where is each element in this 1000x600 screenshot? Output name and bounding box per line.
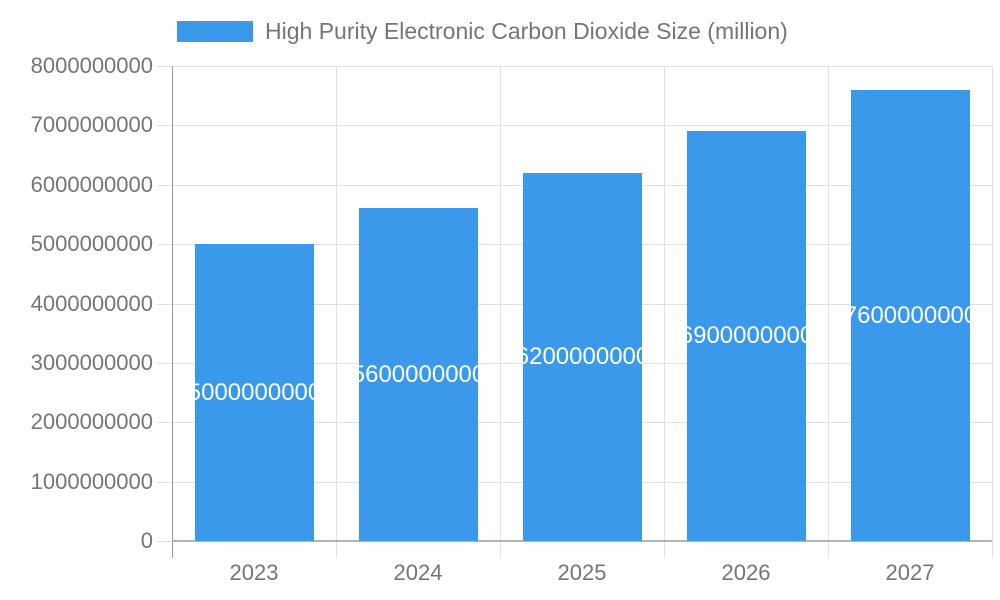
x-axis-category-label: 2023 — [229, 560, 279, 585]
gridline-vertical — [828, 66, 829, 541]
x-axis-tick — [500, 541, 501, 558]
gridline-vertical — [664, 66, 665, 541]
x-axis-category-label: 2026 — [721, 560, 771, 585]
y-axis-tick-label: 6000000000 — [30, 172, 153, 197]
x-axis-category-label: 2027 — [885, 560, 935, 585]
x-axis-tick — [336, 541, 337, 558]
y-axis-tick — [157, 541, 172, 542]
bar[interactable]: 7600000000 — [851, 90, 970, 541]
y-axis-tick-label: 1000000000 — [30, 469, 153, 494]
bar-value-label: 5000000000 — [195, 378, 314, 406]
y-axis-tick-label: 8000000000 — [30, 53, 153, 78]
y-axis-tick-label: 3000000000 — [30, 350, 153, 375]
y-axis-tick — [157, 125, 172, 126]
bar[interactable]: 5600000000 — [359, 208, 478, 541]
x-axis-tick — [664, 541, 665, 558]
y-axis-tick-label: 7000000000 — [30, 112, 153, 137]
y-axis-tick-label: 0 — [140, 528, 153, 553]
bar-value-label: 5600000000 — [359, 360, 478, 388]
bar-value-label: 6900000000 — [687, 322, 806, 349]
gridline-horizontal — [172, 66, 992, 67]
x-axis-line — [172, 540, 992, 542]
gridline-vertical — [500, 66, 501, 541]
x-axis-tick — [992, 541, 993, 558]
y-axis-tick — [157, 422, 172, 423]
gridline-vertical — [336, 66, 337, 541]
x-axis-tick — [828, 541, 829, 558]
x-axis-category-label: 2024 — [393, 560, 443, 585]
y-axis-tick-label: 5000000000 — [30, 231, 153, 256]
y-axis-tick — [157, 482, 172, 483]
bar-value-label: 6200000000 — [523, 343, 642, 370]
bar[interactable]: 6200000000 — [523, 173, 642, 541]
y-axis-tick — [157, 66, 172, 67]
bar[interactable]: 5000000000 — [195, 244, 314, 541]
x-axis-category-label: 2025 — [557, 560, 607, 585]
bar[interactable]: 6900000000 — [687, 131, 806, 541]
y-axis-tick — [157, 244, 172, 245]
y-axis-tick — [157, 304, 172, 305]
bar-value-label: 7600000000 — [851, 301, 970, 329]
y-axis-tick — [157, 363, 172, 364]
y-axis-tick-label: 2000000000 — [30, 409, 153, 434]
legend-label: High Purity Electronic Carbon Dioxide Si… — [265, 18, 788, 44]
legend-item[interactable]: High Purity Electronic Carbon Dioxide Si… — [177, 16, 788, 46]
legend-swatch-icon — [177, 20, 253, 42]
y-axis-tick — [157, 185, 172, 186]
gridline-vertical — [992, 66, 993, 541]
gridline-horizontal — [172, 125, 992, 126]
y-axis-tick-label: 4000000000 — [30, 291, 153, 316]
y-axis-line — [172, 66, 173, 558]
